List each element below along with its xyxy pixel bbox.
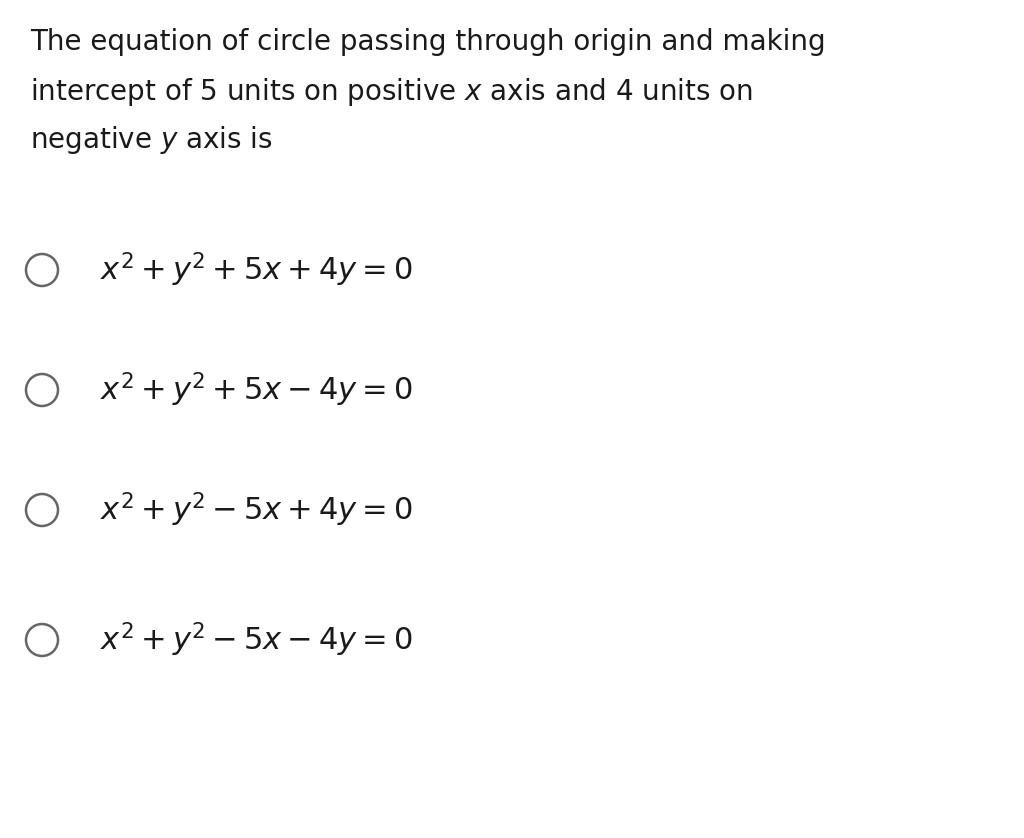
Text: $x^2 + y^2 + 5x - 4y = 0$: $x^2 + y^2 + 5x - 4y = 0$ bbox=[100, 370, 413, 409]
Text: $x^2 + y^2 - 5x - 4y = 0$: $x^2 + y^2 - 5x - 4y = 0$ bbox=[100, 621, 413, 660]
Text: intercept of 5 units on positive $x$ axis and 4 units on: intercept of 5 units on positive $x$ axi… bbox=[30, 76, 753, 108]
Text: negative $y$ axis is: negative $y$ axis is bbox=[30, 124, 272, 156]
Text: $x^2 + y^2 + 5x + 4y = 0$: $x^2 + y^2 + 5x + 4y = 0$ bbox=[100, 251, 413, 289]
Text: The equation of circle passing through origin and making: The equation of circle passing through o… bbox=[30, 28, 825, 56]
Text: $x^2 + y^2 - 5x + 4y = 0$: $x^2 + y^2 - 5x + 4y = 0$ bbox=[100, 491, 413, 530]
